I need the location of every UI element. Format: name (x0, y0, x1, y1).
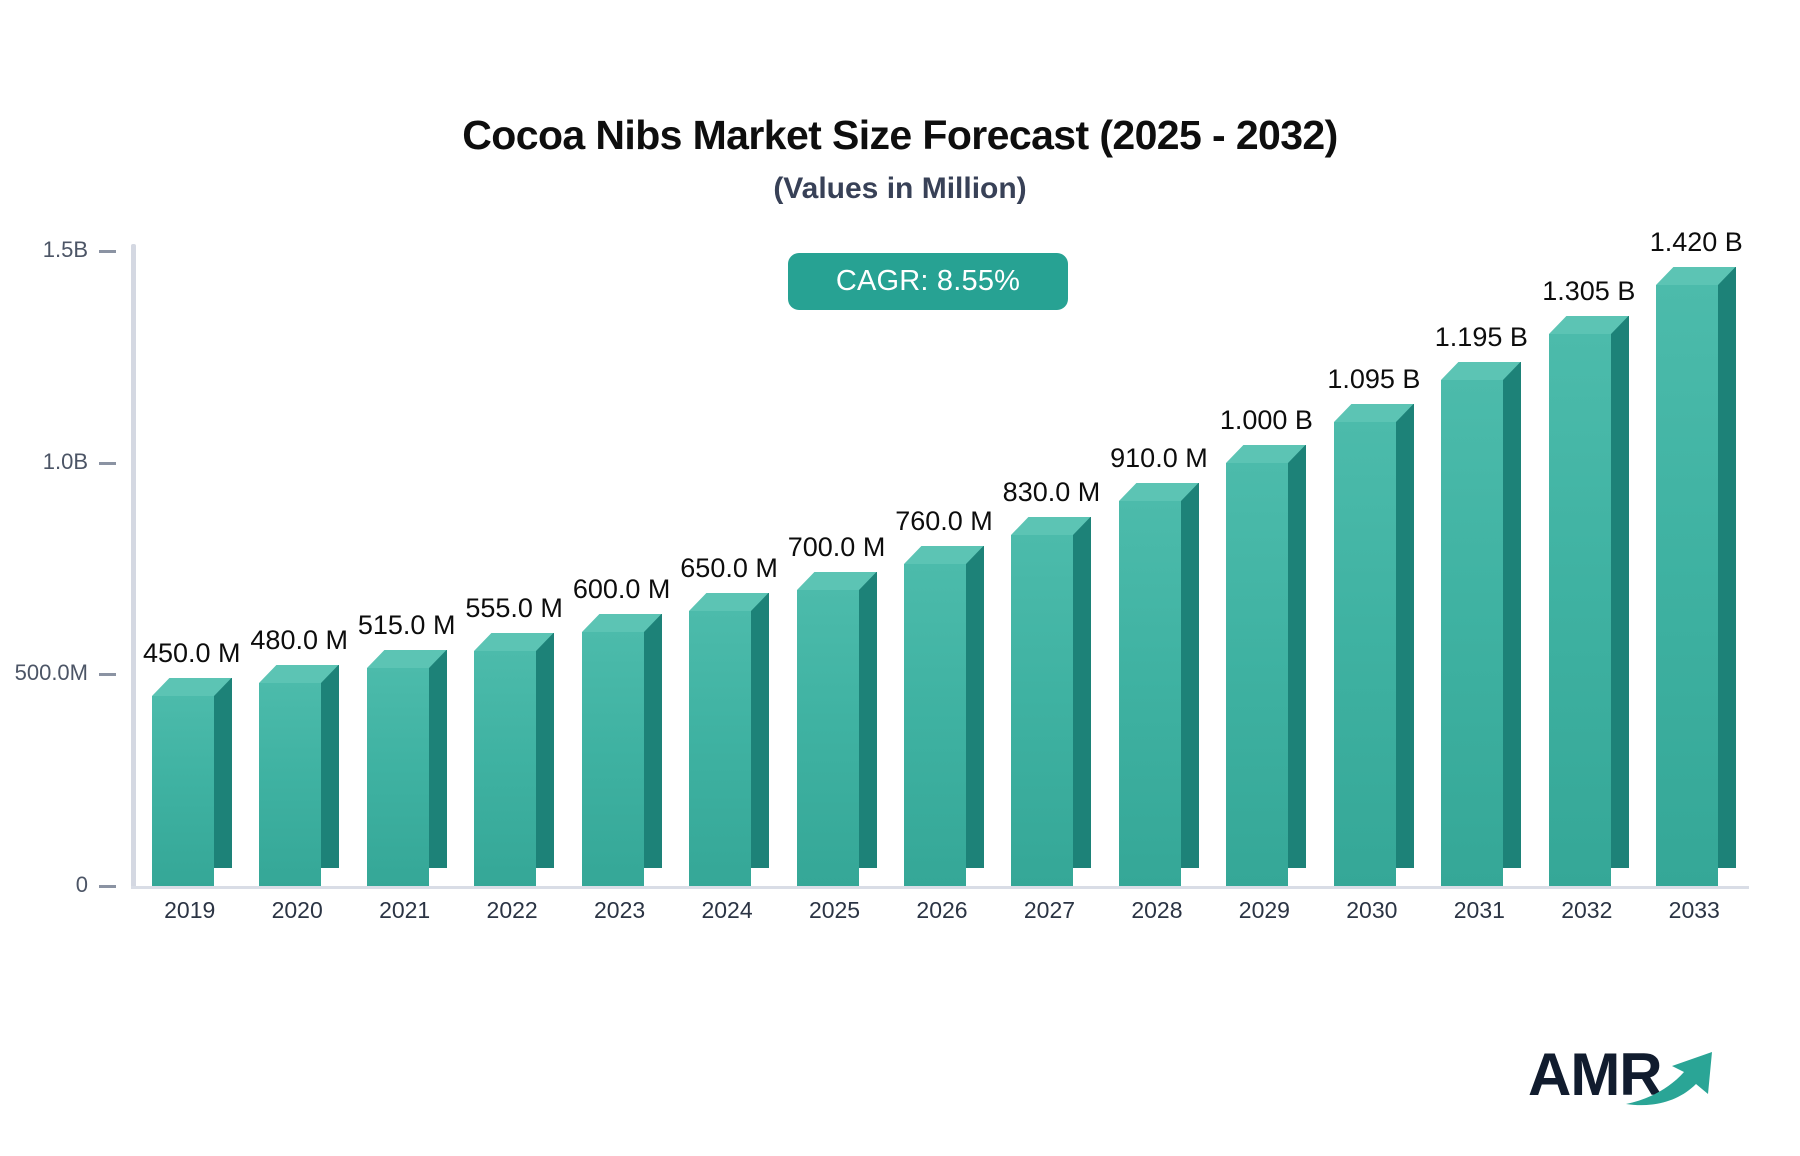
x-axis-tick-label: 2027 (1023, 897, 1076, 923)
amr-logo: AMR (1528, 1042, 1718, 1116)
bar-column[interactable] (904, 546, 984, 886)
page-title: Cocoa Nibs Market Size Forecast (2025 - … (462, 112, 1338, 158)
x-axis-tick-label: 2026 (916, 897, 968, 923)
bar-side-face (213, 677, 232, 868)
bar-side-face (858, 571, 877, 868)
bar-value-label: 1.195 B (1434, 322, 1528, 353)
chart-subtitle: (Values in Million) (773, 172, 1027, 205)
x-axis-tick-label: 2020 (271, 897, 323, 923)
bar-value-label: 830.0 M (1002, 476, 1101, 507)
bar-value-label: 480.0 M (250, 624, 348, 655)
bar-column[interactable] (1656, 266, 1737, 886)
x-axis-tick-label: 2024 (701, 897, 753, 923)
bar-column[interactable] (151, 677, 232, 886)
bar-value-label: 910.0 M (1110, 442, 1208, 473)
cagr-badge-label: CAGR: 8.55% (835, 265, 1021, 297)
bar-side-face (1073, 516, 1092, 868)
bar-value-label: 1.095 B (1327, 364, 1421, 395)
bar-value-label: 515.0 M (357, 609, 456, 640)
y-axis-tick-label: 500.0M (14, 660, 88, 686)
bar-value-label: 650.0 M (680, 552, 778, 583)
bar-side-face (751, 592, 770, 868)
bar-column[interactable] (1226, 444, 1307, 886)
x-axis-tick-label: 2028 (1131, 897, 1183, 923)
bar-front-face (796, 589, 859, 886)
bar-front-face (259, 682, 322, 886)
bar-side-face (1288, 444, 1307, 868)
bar-column[interactable] (1333, 404, 1414, 886)
bar-front-face (1656, 284, 1719, 886)
bar-column[interactable] (1441, 362, 1522, 886)
bar-value-label: 1.305 B (1542, 275, 1636, 306)
x-axis-tick-label: 2030 (1346, 897, 1398, 923)
bar-front-face (1441, 380, 1504, 886)
y-axis-tick-mark (99, 673, 116, 677)
bar-column[interactable] (1118, 482, 1199, 886)
bar-column[interactable] (366, 649, 447, 886)
bar-value-label: 600.0 M (572, 574, 671, 604)
bar-column[interactable] (474, 633, 555, 886)
cagr-badge: CAGR: 8.55% (788, 253, 1068, 310)
y-axis-tick-mark (99, 250, 116, 253)
bar-front-face (1548, 333, 1611, 886)
x-axis-tick-label: 2033 (1668, 897, 1720, 923)
bar-front-face (1226, 462, 1289, 886)
y-axis-tick-mark (99, 885, 116, 888)
y-axis-tick-label: 1.0B (42, 448, 88, 474)
bar-side-face (1718, 266, 1737, 868)
bar-side-face (643, 614, 662, 868)
x-axis-tick-label: 2031 (1453, 897, 1505, 923)
x-axis-tick-label: 2023 (594, 897, 646, 923)
x-axis-line (131, 886, 1749, 889)
bar-value-label: 1.420 B (1649, 226, 1743, 257)
trending-up-arrow-icon (1626, 1052, 1712, 1106)
y-axis-line (131, 244, 136, 889)
bar-value-label: 450.0 M (142, 637, 241, 668)
x-axis-tick-label: 2032 (1561, 897, 1613, 923)
bar-column[interactable] (259, 664, 340, 886)
bar-column[interactable] (796, 571, 877, 886)
bar-side-face (966, 546, 984, 868)
y-axis-tick-mark (99, 461, 116, 465)
y-axis-tick-label: 1.5B (42, 237, 88, 262)
bar-value-label: 1.000 B (1219, 404, 1313, 435)
bar-column[interactable] (1011, 516, 1092, 886)
y-axis-tick-label: 0 (75, 872, 88, 897)
amr-logo-text: AMR (1528, 1041, 1663, 1108)
bar-front-face (689, 610, 752, 886)
bar-front-face (581, 632, 644, 886)
bar-column[interactable] (1548, 315, 1629, 886)
x-axis-tick-label: 2022 (486, 897, 538, 923)
bar-front-face (1011, 534, 1074, 886)
bar-value-label: 700.0 M (787, 531, 886, 562)
bar-side-face (1395, 404, 1414, 868)
bar-side-face (1180, 482, 1199, 868)
bar-front-face (474, 651, 537, 886)
x-axis-tick-label: 2019 (164, 897, 216, 923)
bar-front-face (1118, 500, 1181, 886)
bar-front-face (151, 695, 214, 886)
x-axis-tick-label: 2025 (808, 897, 861, 923)
x-axis-tick-label: 2029 (1238, 897, 1290, 923)
bar-front-face (904, 564, 966, 886)
x-axis-tick-label: 2021 (379, 897, 431, 923)
bar-front-face (366, 667, 429, 886)
bar-front-face (1333, 422, 1396, 886)
bar-side-face (428, 649, 447, 868)
bar-side-face (536, 633, 555, 868)
bar-value-label: 760.0 M (895, 506, 993, 537)
bar-side-face (1503, 362, 1522, 868)
bar-column[interactable] (581, 614, 662, 886)
bar-side-face (1610, 315, 1629, 868)
bar-column[interactable] (689, 592, 770, 886)
bar-value-label: 555.0 M (465, 593, 563, 624)
bar-side-face (321, 664, 340, 868)
